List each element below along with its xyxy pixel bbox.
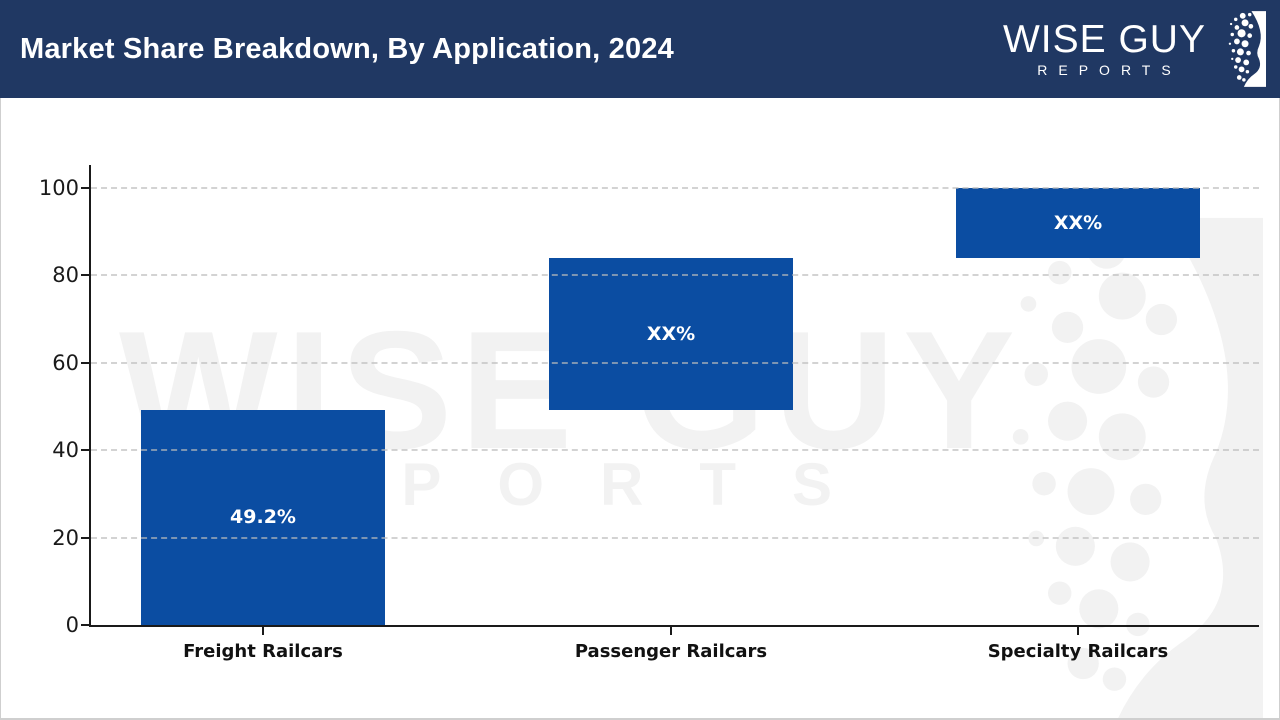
bar-segment: XX%	[956, 187, 1200, 258]
x-axis-tick-mark	[670, 627, 672, 635]
x-axis-tick-mark	[262, 627, 264, 635]
wiseguy-logo: WISE GUY REPORTS	[1003, 11, 1266, 87]
y-axis-tick-mark	[81, 536, 89, 539]
y-axis-tick-label: 20	[52, 525, 79, 550]
logo-subtitle-text: REPORTS	[1037, 62, 1182, 78]
bar-value-label: XX%	[646, 322, 696, 345]
x-axis-tick-mark	[1077, 627, 1079, 635]
x-axis-category-label: Freight Railcars	[183, 641, 343, 662]
y-axis-tick-mark	[81, 449, 89, 451]
y-gridline	[91, 274, 1259, 276]
y-axis-tick-mark	[81, 361, 89, 364]
logo-name-text: WISE GUY	[1002, 18, 1206, 61]
x-axis-category-label: Specialty Railcars	[987, 641, 1169, 662]
x-axis-category-label: Passenger Railcars	[574, 641, 768, 662]
y-axis-tick-mark	[81, 186, 89, 189]
y-axis-tick-label: 80	[52, 263, 79, 287]
x-axis-line	[89, 625, 1259, 627]
y-gridline	[91, 361, 1259, 364]
y-axis-tick-mark	[81, 274, 89, 276]
y-axis-line	[89, 165, 91, 625]
y-axis-tick-label: 100	[38, 175, 79, 200]
y-gridline	[91, 186, 1259, 189]
chart-title: Market Share Breakdown, By Application, …	[20, 32, 674, 65]
y-axis-tick-label: 0	[65, 613, 79, 637]
bar-value-label: XX%	[1053, 211, 1103, 234]
y-axis-tick-mark	[81, 624, 89, 626]
logo-text: WISE GUY REPORTS	[1002, 18, 1206, 79]
y-gridline	[91, 536, 1259, 539]
header-bar: Market Share Breakdown, By Application, …	[0, 0, 1280, 98]
chart-canvas: WISE GUY REPORTS 0 20 40 60 80 100 49.2% XX% XX%…	[0, 98, 1280, 720]
bar-segment: 49.2%	[141, 409, 385, 625]
y-gridline	[91, 449, 1259, 451]
y-axis-tick-label: 40	[52, 438, 79, 462]
bar-value-label: 49.2%	[230, 506, 296, 529]
bar-segment: XX%	[549, 257, 793, 410]
y-axis-tick-label: 60	[52, 350, 79, 375]
logo-face-icon	[1228, 11, 1266, 87]
